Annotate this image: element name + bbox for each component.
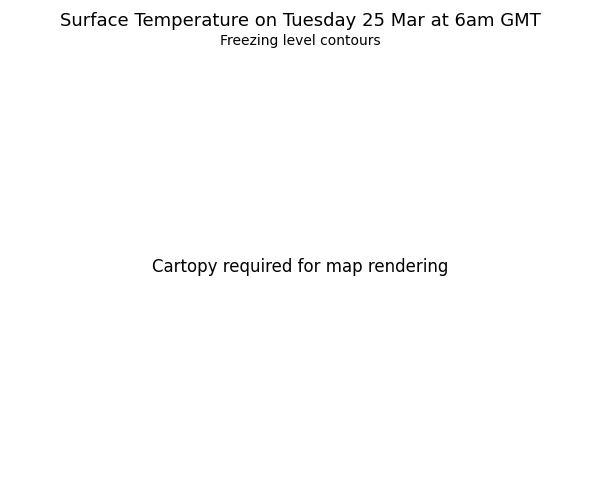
Text: Freezing level contours: Freezing level contours [220,34,381,48]
Text: Cartopy required for map rendering: Cartopy required for map rendering [152,258,449,276]
Text: Surface Temperature on Tuesday 25 Mar at 6am GMT: Surface Temperature on Tuesday 25 Mar at… [60,12,541,30]
